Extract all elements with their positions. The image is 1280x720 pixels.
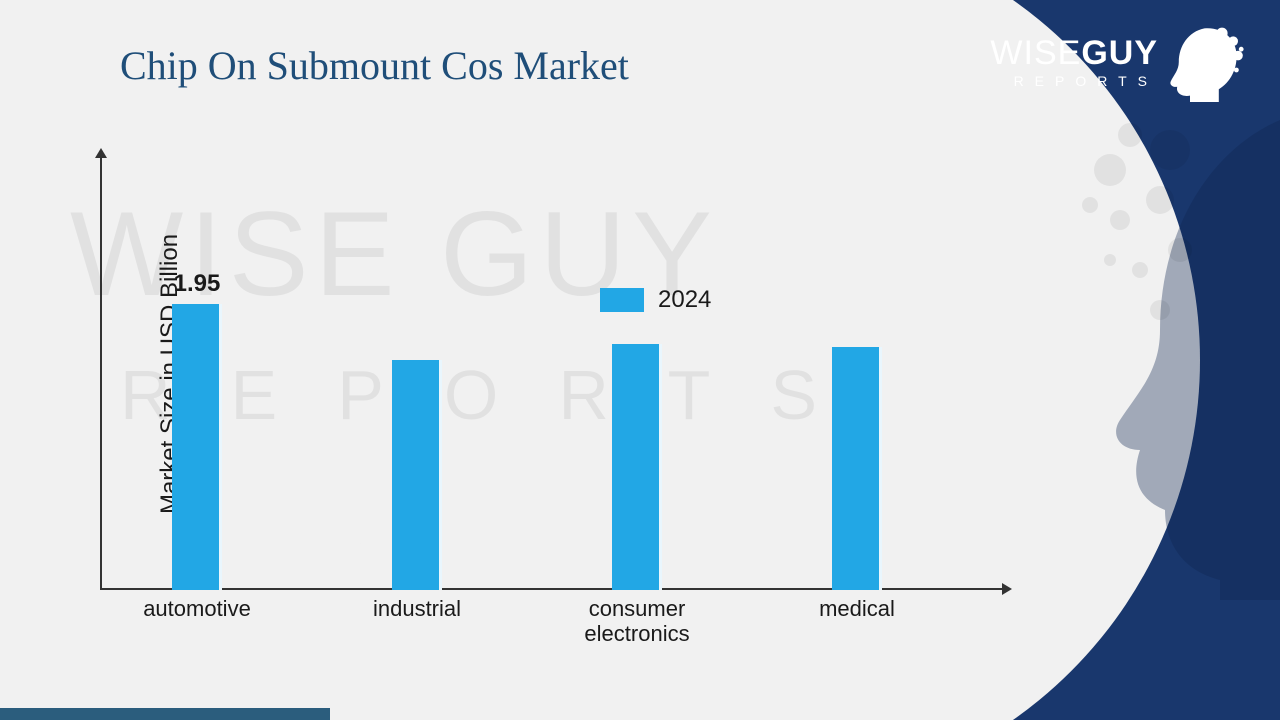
bar: 1.95	[172, 304, 222, 590]
x-tick-label: industrial	[373, 596, 461, 621]
bottom-accent-bar	[0, 708, 330, 720]
plot-area: 1.95	[100, 150, 980, 590]
chart-area: 1.95 automotive industrial consumerelectro…	[100, 150, 980, 650]
logo-word-wise: WISE	[990, 34, 1081, 72]
logo-word-guy: GUY	[1081, 34, 1158, 72]
bar	[832, 347, 882, 590]
x-tick-label: consumerelectronics	[584, 596, 689, 647]
logo-head-icon	[1166, 22, 1246, 102]
x-tick-label: medical	[819, 596, 895, 621]
bar-value-label: 1.95	[174, 270, 221, 298]
logo: WISEGUY REPORTS	[990, 22, 1246, 102]
page: WISE GUY REPORTS WISEGUY REPORTS	[0, 0, 1280, 720]
chart-title: Chip On Submount Cos Market	[120, 42, 629, 89]
x-labels: automotive industrial consumerelectronics m…	[100, 590, 980, 650]
watermark-head-icon	[960, 110, 1220, 410]
logo-text: WISEGUY REPORTS	[990, 36, 1158, 88]
logo-title: WISEGUY	[990, 36, 1158, 70]
x-tick-label: automotive	[143, 596, 251, 621]
bar	[392, 360, 442, 590]
logo-subtitle: REPORTS	[1014, 74, 1158, 88]
bar	[612, 344, 662, 590]
